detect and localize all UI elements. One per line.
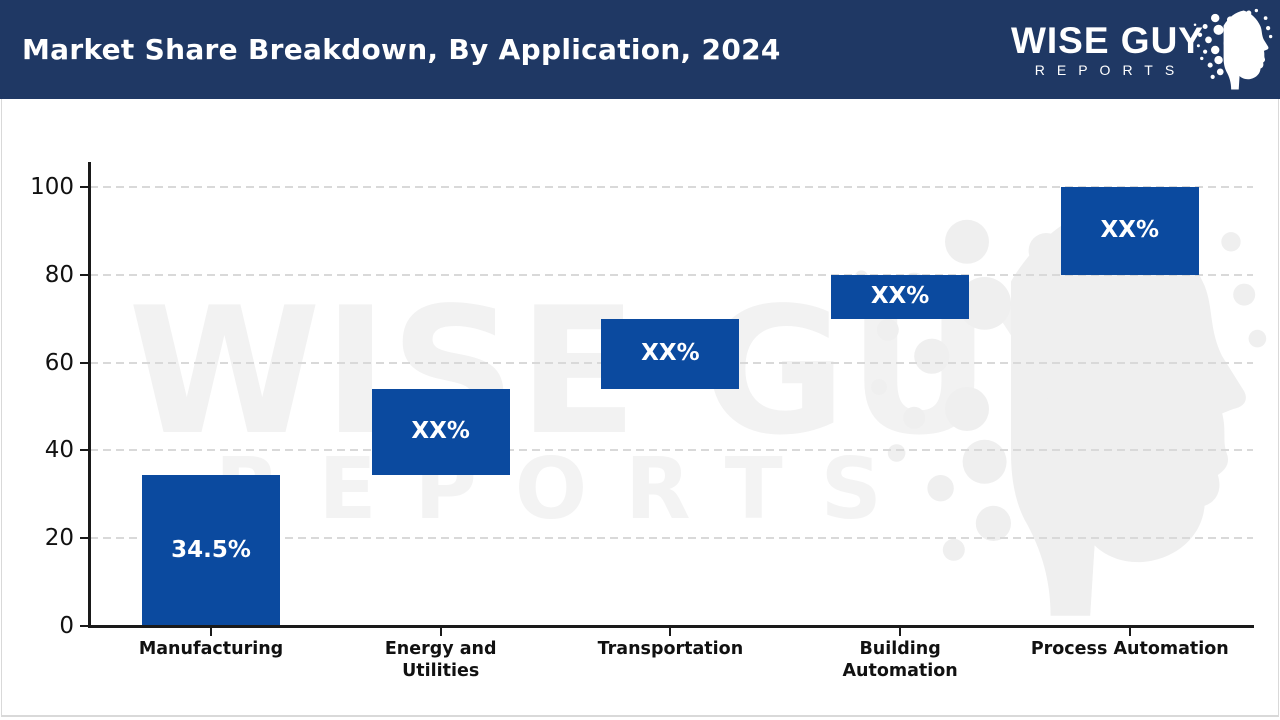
y-tick-mark-20 — [80, 537, 89, 540]
bar-segment: XX% — [371, 388, 510, 475]
y-tick-mark-40 — [80, 449, 89, 452]
y-tick-mark-80 — [80, 273, 89, 276]
bar-value-label: XX% — [870, 283, 930, 310]
y-tick-mark-60 — [80, 361, 89, 364]
brand-subtext: REPORTS — [1034, 61, 1187, 78]
bar-value-label: 34.5% — [171, 536, 251, 563]
y-tick-label-100: 100 — [30, 174, 74, 200]
x-tick-mark — [210, 627, 212, 636]
bar-segment: XX% — [831, 274, 970, 319]
category-label: Manufacturing — [138, 639, 284, 659]
x-axis-line — [88, 625, 1254, 628]
y-tick-label-60: 60 — [44, 349, 74, 376]
bar-value-label: XX% — [411, 418, 470, 445]
bar-segment: XX% — [1060, 187, 1199, 275]
category-label: Transportation — [597, 639, 744, 659]
bar-segment: 34.5% — [142, 474, 280, 626]
y-tick-mark-0 — [80, 625, 89, 627]
y-tick-mark-100 — [80, 186, 89, 188]
category-label: Building Automation — [842, 639, 958, 681]
gridline-40 — [90, 449, 1253, 452]
page-title: Market Share Breakdown, By Application, … — [22, 33, 781, 66]
category-label: Process Automation — [1030, 639, 1229, 659]
brand-logo: WISE GUY REPORTS — [1011, 0, 1274, 99]
category-label: Energy and Utilities — [384, 639, 497, 681]
y-tick-label-40: 40 — [44, 437, 74, 464]
brand-wordmark: WISE GUY — [1010, 19, 1204, 61]
bar-value-label: XX% — [641, 340, 700, 367]
y-tick-label-80: 80 — [44, 261, 74, 288]
x-tick-mark — [899, 627, 902, 636]
x-tick-mark — [439, 627, 442, 636]
brand-logo-text: WISE GUY REPORTS — [1010, 19, 1204, 78]
x-tick-mark — [1128, 627, 1131, 636]
bar-value-label: XX% — [1100, 217, 1160, 244]
y-tick-label-20: 20 — [44, 525, 74, 552]
x-tick-mark — [669, 627, 672, 636]
bar-segment: XX% — [601, 318, 740, 389]
gridline-20 — [90, 537, 1253, 540]
y-axis-line — [88, 162, 91, 627]
gridline-100 — [90, 186, 1253, 188]
gridline-80 — [90, 273, 1253, 276]
y-tick-label-0: 0 — [59, 613, 74, 639]
header-bar: Market Share Breakdown, By Application, … — [0, 0, 1280, 99]
